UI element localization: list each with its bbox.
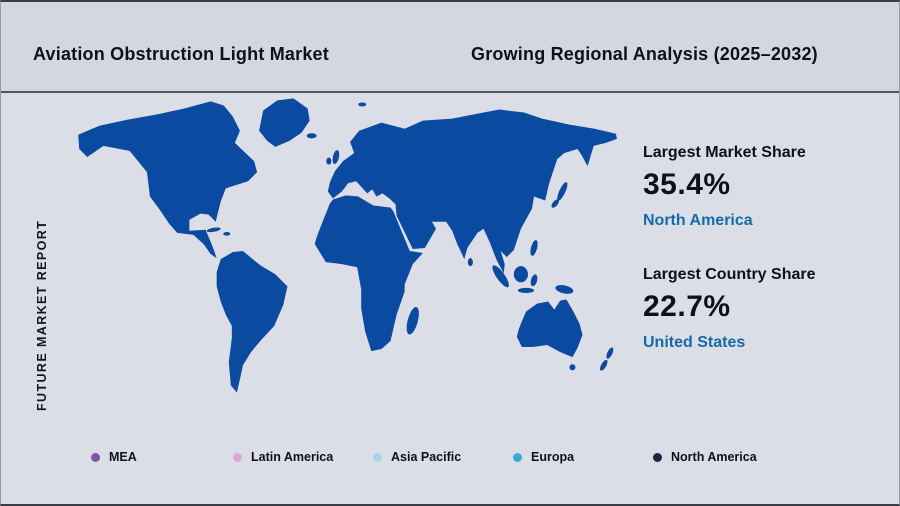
stat-market-share: Largest Market Share 35.4% North America [643, 144, 893, 230]
stat-market-share-entity: North America [643, 212, 753, 229]
continent-australia [516, 299, 583, 358]
stat-country-share-value: 22.7% [643, 290, 731, 323]
stat-market-share-value: 35.4% [643, 168, 731, 201]
world-map-svg [78, 98, 617, 393]
legend-label-north-america: North America [671, 450, 757, 464]
island-hispaniola [223, 232, 231, 236]
legend-item-north-america: North America [653, 450, 757, 464]
continent-north-america [78, 101, 258, 259]
legend-item-asia-pacific: Asia Pacific [373, 450, 461, 464]
stat-country-share-label: Largest Country Share [643, 266, 816, 283]
island-svalbard [358, 102, 367, 107]
island-ireland [326, 157, 332, 165]
island-cuba [206, 227, 221, 233]
island-java [517, 287, 535, 293]
header-band: Aviation Obstruction Light Market Growin… [1, 2, 899, 91]
island-sri-lanka [467, 258, 473, 267]
legend-marker-europa [513, 452, 522, 462]
continent-south-america [216, 251, 288, 393]
island-sumatra [492, 265, 509, 288]
page-title-analysis: Growing Regional Analysis (2025–2032) [471, 44, 818, 64]
stat-country-share: Largest Country Share 22.7% United State… [643, 266, 893, 352]
island-iceland [306, 133, 317, 139]
island-new-zealand-north [606, 347, 614, 359]
legend-item-europa: Europa [513, 450, 574, 464]
legend-marker-asia-pacific [373, 452, 382, 462]
island-japan-north [557, 182, 568, 201]
legend-marker-latin-america [233, 452, 242, 462]
legend-label-mea: MEA [109, 450, 137, 464]
island-tasmania [569, 364, 576, 371]
island-philippines [530, 240, 538, 256]
island-sulawesi [530, 274, 538, 287]
world-map-landmass [78, 98, 617, 393]
legend-item-mea: MEA [91, 450, 137, 464]
continent-africa [314, 195, 423, 352]
world-map [59, 92, 625, 406]
island-britain [332, 150, 340, 164]
legend-label-asia-pacific: Asia Pacific [391, 450, 462, 464]
legend-label-europa: Europa [531, 450, 575, 464]
header-divider [1, 91, 899, 93]
legend-item-latin-america: Latin America [233, 450, 333, 464]
continent-eurasia [327, 109, 617, 274]
stats-panel: Largest Market Share 35.4% North America… [643, 144, 893, 352]
legend: MEA Latin America Asia Pacific Europa No… [1, 450, 899, 470]
island-madagascar [406, 307, 419, 335]
island-borneo [513, 266, 528, 283]
island-japan-south [551, 199, 560, 208]
island-new-guinea [555, 285, 574, 294]
island-greenland [259, 98, 310, 147]
island-new-zealand-south [600, 359, 608, 371]
stat-market-share-label: Largest Market Share [643, 144, 806, 161]
page-title-market: Aviation Obstruction Light Market [33, 44, 329, 64]
legend-marker-north-america [653, 452, 662, 462]
legend-label-latin-america: Latin America [251, 450, 334, 464]
legend-marker-mea [91, 452, 100, 462]
brand-watermark: FUTURE MARKET REPORT [35, 219, 49, 411]
stat-country-share-entity: United States [643, 334, 746, 351]
